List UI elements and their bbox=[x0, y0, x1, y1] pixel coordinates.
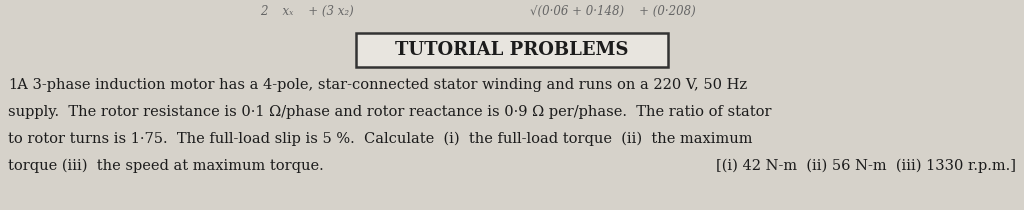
Text: 1.: 1. bbox=[8, 78, 22, 92]
Text: √(0·06 + 0·148)    + (0·208): √(0·06 + 0·148) + (0·208) bbox=[530, 5, 695, 18]
FancyBboxPatch shape bbox=[356, 33, 668, 67]
Text: 2    xₓ    + (3 x₂): 2 xₓ + (3 x₂) bbox=[260, 5, 353, 18]
Text: TUTORIAL PROBLEMS: TUTORIAL PROBLEMS bbox=[395, 41, 629, 59]
Text: A 3-phase induction motor has a 4-pole, star-connected stator winding and runs o: A 3-phase induction motor has a 4-pole, … bbox=[8, 78, 748, 92]
Text: supply.  The rotor resistance is 0·1 Ω/phase and rotor reactance is 0·9 Ω per/ph: supply. The rotor resistance is 0·1 Ω/ph… bbox=[8, 105, 771, 119]
Text: [(i) 42 N-m  (ii) 56 N-m  (iii) 1330 r.p.m.]: [(i) 42 N-m (ii) 56 N-m (iii) 1330 r.p.m… bbox=[716, 159, 1016, 173]
Text: to rotor turns is 1·75.  The full-load slip is 5 %.  Calculate  (i)  the full-lo: to rotor turns is 1·75. The full-load sl… bbox=[8, 132, 753, 146]
Text: torque (iii)  the speed at maximum torque.: torque (iii) the speed at maximum torque… bbox=[8, 159, 324, 173]
